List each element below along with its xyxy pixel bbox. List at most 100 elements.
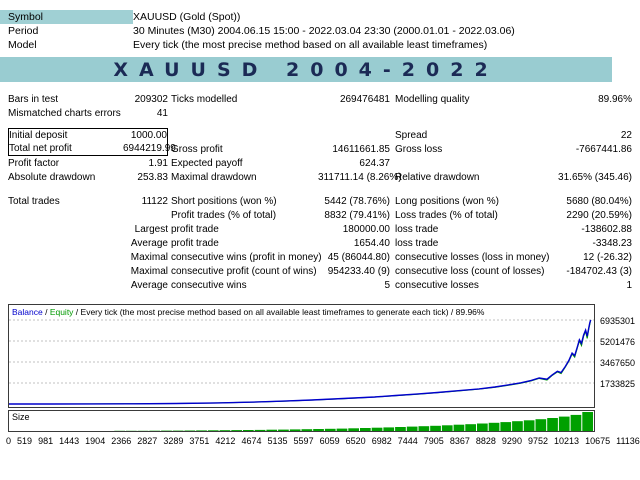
legend-separator: / <box>42 307 50 317</box>
size-bar <box>360 428 371 431</box>
stat-value: -3348.23 <box>592 237 632 249</box>
x-axis-label: 1904 <box>85 436 106 446</box>
stat-value: 41 <box>156 107 168 119</box>
size-panel-label: Size <box>12 412 30 422</box>
stat-label: Modelling quality <box>395 93 470 105</box>
stat-value: Maximal <box>130 251 168 263</box>
stat-label: Maximal drawdown <box>171 171 257 183</box>
stat-value: 31.65% (345.46) <box>558 171 632 183</box>
stat-label: consecutive wins <box>171 279 247 291</box>
size-bar <box>383 427 395 431</box>
x-axis-label: 5597 <box>293 436 314 446</box>
stats-row: Absolute drawdown 253.83 Maximal drawdown 3… <box>8 170 632 184</box>
stat-value: Largest <box>134 223 168 235</box>
stat-value: 1 <box>626 279 632 291</box>
stat-value: 5 <box>384 279 390 291</box>
size-panel: Size <box>8 410 595 432</box>
size-bar <box>371 427 383 431</box>
stat-label: Short positions (won %) <box>171 195 277 207</box>
size-bar <box>254 429 266 431</box>
balance-chart: Balance / Equity / Every tick (the most … <box>8 304 635 432</box>
meta-row: Period 30 Minutes (M30) 2004.06.15 15:00 … <box>0 24 632 38</box>
stats-row: Maximal consecutive profit (count of wins… <box>8 264 632 278</box>
size-bar <box>430 425 441 431</box>
y-axis-label: 6935301 <box>600 316 636 326</box>
stat-label: Total net profit <box>8 142 123 156</box>
size-bar <box>289 429 301 431</box>
stat-value: 11122 <box>141 195 168 207</box>
stat-value: 6944219.99 <box>123 142 176 156</box>
stat-label: consecutive losses <box>395 279 479 291</box>
x-axis-label: 981 <box>38 436 54 446</box>
stats-table: Bars in test 209302 Ticks modelled 26947648… <box>8 92 632 292</box>
y-axis-label: 3467650 <box>600 358 636 368</box>
stat-label: Relative drawdown <box>395 171 480 183</box>
stat-label: Mismatched charts errors <box>8 107 121 119</box>
stat-value: 311711.14 (8.26%) <box>318 171 402 183</box>
size-bar <box>523 420 535 431</box>
size-bar <box>395 427 406 431</box>
x-axis-label: 2366 <box>111 436 132 446</box>
size-bar <box>488 422 500 431</box>
stat-value: 2290 (20.59%) <box>566 209 632 221</box>
meta-value: XAUUSD (Gold (Spot)) <box>133 11 241 23</box>
stat-label: consecutive loss (count of losses) <box>395 265 545 277</box>
size-bar <box>207 430 219 431</box>
stat-label: Absolute drawdown <box>8 171 96 183</box>
stat-value: -7667441.86 <box>575 143 632 155</box>
stat-value: 12 (-26.32) <box>583 251 632 263</box>
stat-label: Gross profit <box>171 143 223 155</box>
size-bar <box>231 430 242 431</box>
stats-row: Mismatched charts errors 41 <box>8 106 632 120</box>
x-axis-label: 8828 <box>475 436 496 446</box>
x-axis-label: 519 <box>17 436 33 446</box>
equity-line <box>9 319 592 405</box>
stat-value: 45 (86044.80) <box>327 251 390 263</box>
stat-value: 209302 <box>134 93 168 105</box>
stat-value: 180000.00 <box>342 223 390 235</box>
stat-value: 1.91 <box>148 157 168 169</box>
stat-label: Loss trades (% of total) <box>395 209 498 221</box>
stat-value: 89.96% <box>598 93 632 105</box>
stat-label: consecutive wins (profit in money) <box>171 251 322 263</box>
y-axis-label: 1733825 <box>600 379 636 389</box>
stat-value: 624.37 <box>359 157 390 169</box>
stat-label: Profit trades (% of total) <box>171 209 277 221</box>
size-bar <box>324 428 336 431</box>
stat-value: 1000.00 <box>123 128 168 142</box>
x-axis-label: 3289 <box>163 436 184 446</box>
size-bar <box>582 412 593 431</box>
size-bar <box>477 423 488 431</box>
stat-value: 954233.40 (9) <box>327 265 390 277</box>
stats-row: Initial deposit 1000.00 Spread 22 <box>8 128 632 142</box>
size-bar <box>558 416 570 431</box>
meta-row: Model Every tick (the most precise method… <box>0 38 632 52</box>
size-bar <box>465 424 476 431</box>
stats-row: Bars in test 209302 Ticks modelled 26947648… <box>8 92 632 106</box>
legend-equity-label: Equity <box>49 307 74 317</box>
size-bar <box>196 430 207 431</box>
stat-value: 269476481 <box>339 93 390 105</box>
stat-label: Spread <box>395 129 428 141</box>
size-bar <box>500 422 512 431</box>
legend-balance-label: Balance <box>12 307 43 317</box>
strategy-tester-report: Symbol XAUUSD (Gold (Spot)) Period 30 Minut… <box>0 10 640 446</box>
size-bar <box>278 429 289 431</box>
stat-value: Average <box>130 279 168 291</box>
y-axis-label: 5201476 <box>600 337 636 347</box>
stat-value: -184702.43 (3) <box>566 265 632 277</box>
balance-chart-svg <box>9 319 594 405</box>
chart-legend: Balance / Equity / Every tick (the most … <box>12 307 484 317</box>
size-bar <box>570 414 582 431</box>
stats-row: Maximal consecutive wins (profit in money… <box>8 250 632 264</box>
balance-chart-plot: Balance / Equity / Every tick (the most … <box>8 304 595 408</box>
y-axis-labels: 6935301 5201476 3467650 1733825 <box>600 305 640 407</box>
meta-value: Every tick (the most precise method base… <box>133 39 488 51</box>
x-axis-label: 11136 <box>616 436 640 446</box>
x-axis-label: 2827 <box>137 436 158 446</box>
stat-label: Total trades <box>8 195 60 207</box>
x-axis-label: 0 <box>6 436 12 446</box>
x-axis-label: 9752 <box>527 436 548 446</box>
size-bar <box>313 429 324 431</box>
stat-label: Gross loss <box>395 143 443 155</box>
